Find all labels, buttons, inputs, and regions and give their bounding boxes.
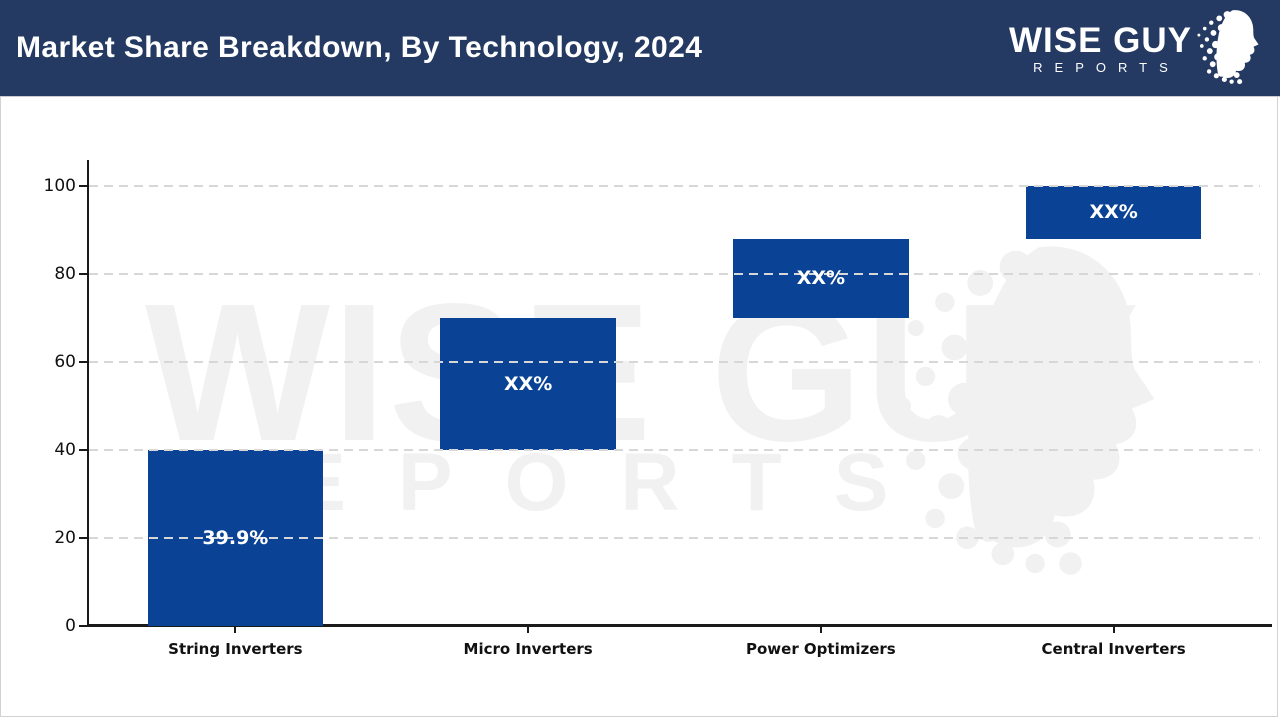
x-tick-label: Central Inverters	[1041, 640, 1186, 658]
wiseguy-logo: WISE GUY REPORTS	[1009, 10, 1264, 86]
x-tick-label: String Inverters	[168, 640, 303, 658]
gridline	[89, 185, 1260, 187]
logo-wordmark: WISE GUY	[1008, 20, 1192, 60]
y-tick	[79, 449, 87, 451]
gridline	[89, 273, 1260, 275]
y-axis	[87, 160, 89, 626]
bar-label: XX%	[796, 267, 846, 290]
logo-text: WISE GUY REPORTS	[1009, 23, 1192, 74]
bar-label: XX%	[503, 373, 553, 396]
y-tick	[79, 537, 87, 539]
bar-label: XX%	[1089, 201, 1138, 224]
page-title: Market Share Breakdown, By Technology, 2…	[16, 31, 703, 64]
logo-subtext: REPORTS	[1033, 59, 1180, 75]
y-tick-label: 40	[54, 440, 76, 460]
bar	[1025, 186, 1202, 239]
gridline	[89, 449, 1260, 451]
header-bar: Market Share Breakdown, By Technology, 2…	[0, 0, 1280, 97]
chart-canvas-frame	[0, 97, 1278, 717]
y-tick-label: 80	[54, 264, 76, 284]
y-tick	[79, 273, 87, 275]
y-tick-label: 20	[54, 528, 76, 548]
x-tick-label: Power Optimizers	[745, 640, 896, 658]
x-tick-label: Micro Inverters	[463, 640, 593, 658]
logo-head-icon	[1197, 10, 1259, 85]
x-tick	[234, 627, 237, 633]
y-tick-label: 0	[65, 616, 76, 636]
y-tick	[79, 361, 87, 363]
y-tick-label: 60	[54, 352, 76, 372]
x-tick	[1112, 627, 1115, 633]
bar-label: 39.9%	[202, 527, 269, 550]
gridline	[89, 361, 1260, 363]
gridline	[89, 537, 1260, 539]
y-tick-label: 100	[43, 176, 76, 196]
x-axis	[87, 624, 1272, 627]
x-tick	[527, 627, 530, 633]
y-tick	[79, 185, 87, 187]
x-tick	[819, 627, 822, 633]
bar	[440, 318, 616, 451]
bar	[733, 238, 909, 318]
y-tick	[79, 625, 87, 627]
